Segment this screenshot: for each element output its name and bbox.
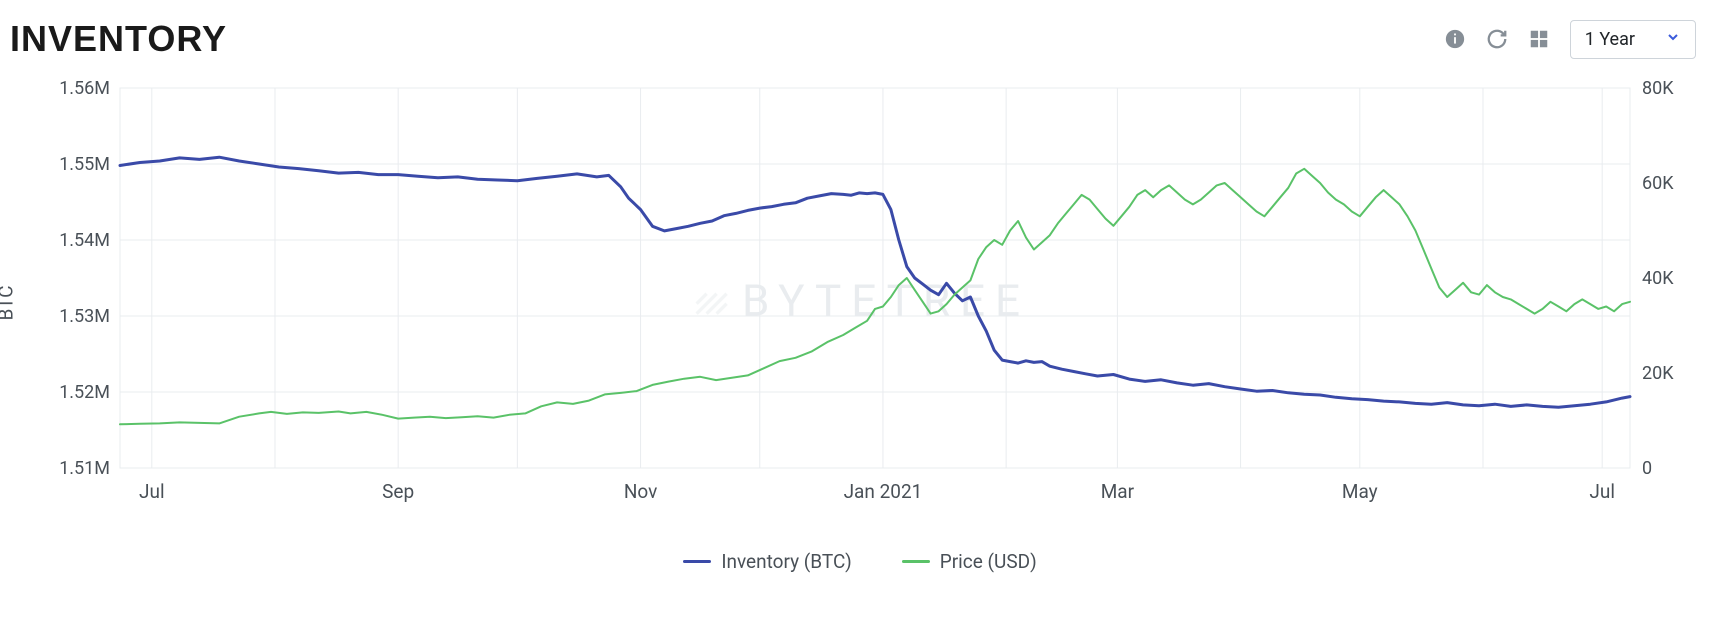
svg-text:Jul: Jul [1589, 480, 1615, 503]
timerange-label: 1 Year [1585, 29, 1635, 50]
chart-svg: 1.51M 1.52M 1.53M 1.54M 1.55M 1.56M 0 20K 40K 60K… [10, 68, 1710, 538]
svg-text:0: 0 [1642, 458, 1652, 479]
legend-swatch [683, 560, 711, 563]
grid-icon[interactable] [1528, 28, 1550, 50]
legend-label: Price (USD) [940, 550, 1037, 573]
svg-text:1.56M: 1.56M [59, 78, 110, 99]
legend-label: Inventory (BTC) [721, 550, 851, 573]
svg-text:1.51M: 1.51M [59, 458, 110, 479]
page-title: INVENTORY [10, 18, 227, 60]
legend-item[interactable]: Inventory (BTC) [683, 550, 851, 573]
refresh-icon[interactable] [1486, 28, 1508, 50]
svg-text:Sep: Sep [382, 480, 414, 503]
left-axis-label: BTC [0, 285, 18, 320]
svg-text:20K: 20K [1642, 363, 1674, 384]
svg-text:Jul: Jul [139, 480, 165, 503]
chart-legend: Inventory (BTC) Price (USD) [0, 538, 1720, 573]
chart-toolbar: 1 Year [1444, 20, 1696, 59]
svg-text:60K: 60K [1642, 173, 1674, 194]
chart-container: BYTETREE 1.51M1.52M1.53M1.54M1.55M1.56M0… [10, 68, 1710, 538]
info-icon[interactable] [1444, 28, 1466, 50]
svg-text:40K: 40K [1642, 268, 1674, 289]
svg-text:Nov: Nov [624, 480, 657, 503]
svg-text:1.54M: 1.54M [59, 230, 110, 251]
svg-text:1.55M: 1.55M [59, 154, 110, 175]
legend-item[interactable]: Price (USD) [902, 550, 1037, 573]
timerange-dropdown[interactable]: 1 Year [1570, 20, 1696, 59]
chevron-down-icon [1665, 29, 1681, 50]
svg-text:1.52M: 1.52M [59, 382, 110, 403]
svg-text:Jan 2021: Jan 2021 [844, 480, 923, 503]
svg-text:80K: 80K [1642, 78, 1674, 99]
svg-text:Mar: Mar [1101, 480, 1135, 503]
svg-text:May: May [1342, 480, 1378, 503]
legend-swatch [902, 560, 930, 563]
svg-text:1.53M: 1.53M [59, 306, 110, 327]
